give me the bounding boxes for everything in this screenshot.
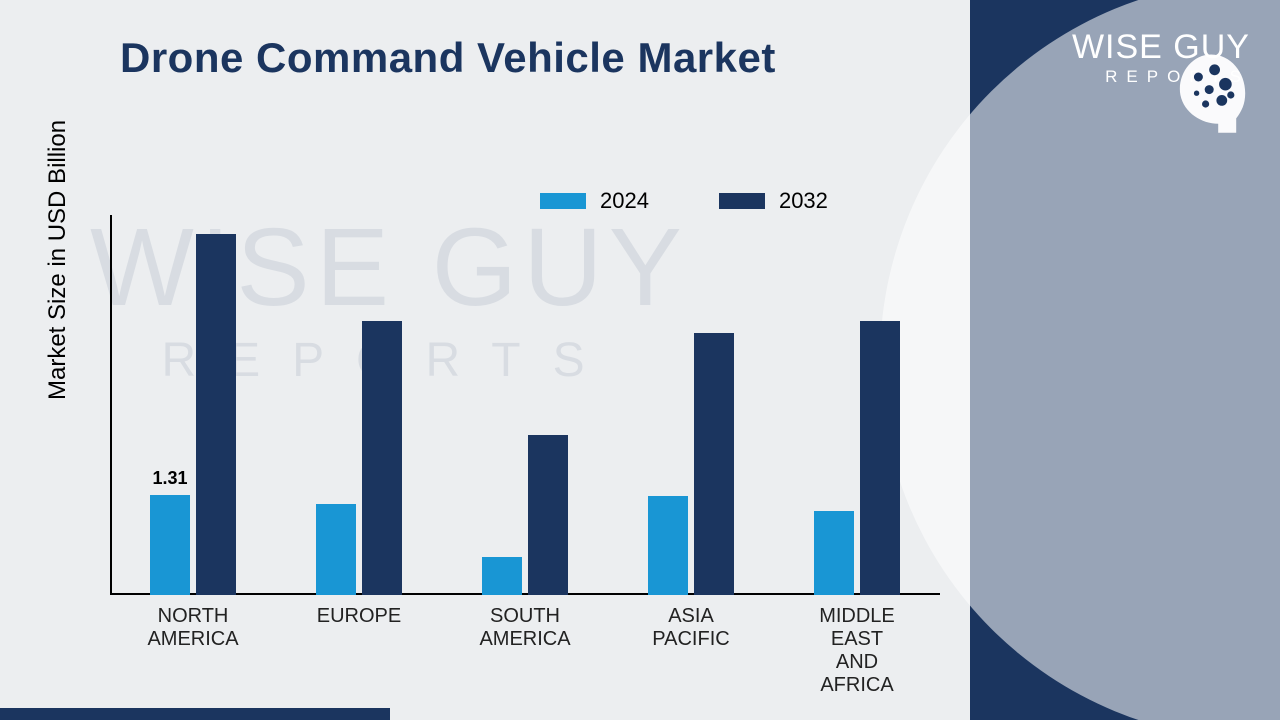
category-label: NORTHAMERICA — [118, 605, 268, 651]
bar — [362, 321, 402, 595]
bar — [860, 321, 900, 595]
bar — [648, 496, 688, 595]
bar — [316, 504, 356, 595]
y-axis-label: Market Size in USD Billion — [44, 120, 72, 400]
legend: 2024 2032 — [540, 188, 828, 214]
legend-swatch — [719, 193, 765, 209]
legend-item: 2024 — [540, 188, 649, 214]
category-label: SOUTHAMERICA — [450, 605, 600, 651]
legend-label: 2032 — [779, 188, 828, 214]
legend-item: 2032 — [719, 188, 828, 214]
bar — [150, 495, 190, 595]
footer-accent-bar — [0, 708, 390, 720]
legend-label: 2024 — [600, 188, 649, 214]
logo-head-icon — [1166, 50, 1256, 140]
y-axis-line — [110, 215, 112, 595]
chart-plot: NORTHAMERICAEUROPESOUTHAMERICAASIAPACIFI… — [110, 215, 940, 595]
category-label: ASIAPACIFIC — [616, 605, 766, 651]
category-label: EUROPE — [284, 605, 434, 628]
bar — [694, 333, 734, 595]
bar — [482, 557, 522, 595]
category-label: MIDDLEEASTANDAFRICA — [782, 605, 932, 697]
bar — [814, 511, 854, 595]
bar — [528, 435, 568, 595]
legend-swatch — [540, 193, 586, 209]
bar — [196, 234, 236, 595]
brand-logo: WISE GUY REPORTS — [1072, 30, 1250, 85]
page: Drone Command Vehicle Market WISE GUY RE… — [0, 0, 1280, 720]
bar-value-label: 1.31 — [152, 468, 187, 489]
chart-title: Drone Command Vehicle Market — [120, 34, 776, 82]
